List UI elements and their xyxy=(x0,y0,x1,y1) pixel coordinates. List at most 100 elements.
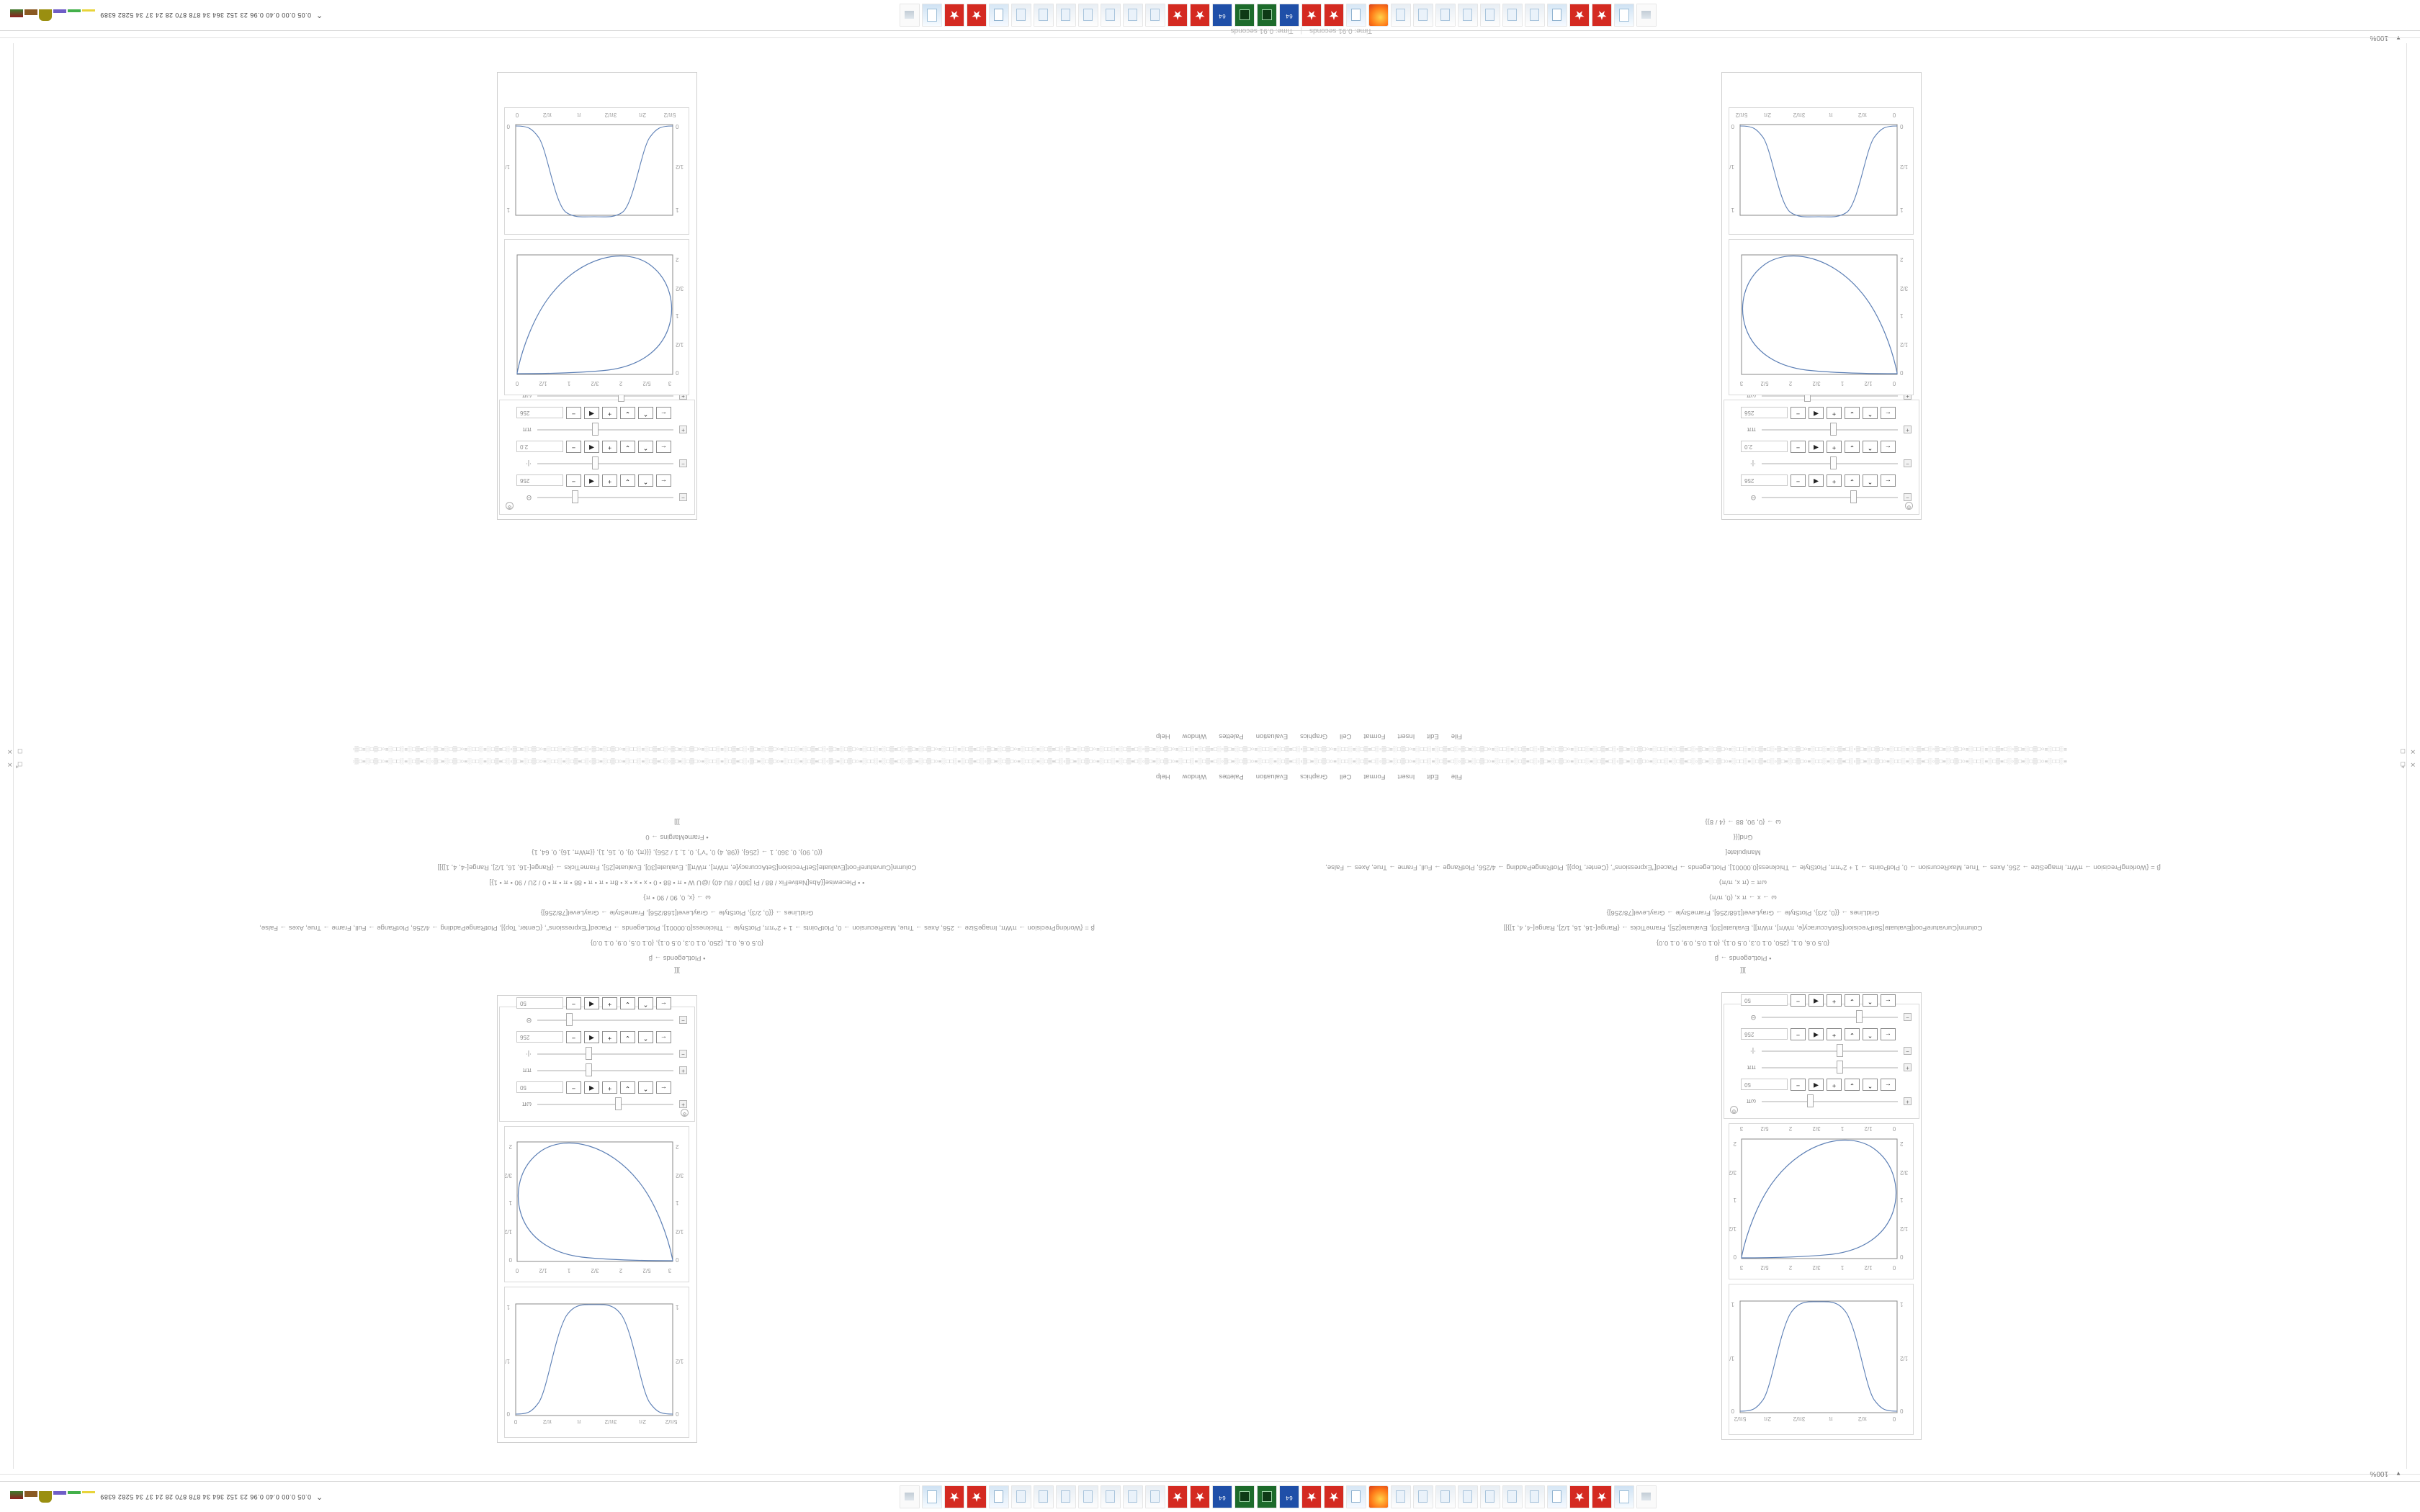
mathematica-icon[interactable] xyxy=(1301,4,1322,27)
value-field[interactable]: 256 xyxy=(1741,474,1788,487)
slider-row[interactable]: + ππ xyxy=(507,423,687,436)
slider-knob[interactable] xyxy=(585,1063,592,1076)
expand-plus-icon[interactable]: + xyxy=(679,1100,687,1109)
notebook-icon[interactable] xyxy=(1413,1485,1433,1508)
reset-button[interactable]: ← xyxy=(656,407,671,419)
reset-button[interactable]: ← xyxy=(1881,441,1896,453)
animator-button-row[interactable]: ← ⌃ ⌄ + ◀ −50 xyxy=(507,1081,671,1094)
value-field[interactable]: 256 xyxy=(516,474,563,487)
slider-track[interactable] xyxy=(1762,490,1898,503)
back-button[interactable]: ◀ xyxy=(584,441,599,453)
back-button[interactable]: ◀ xyxy=(1809,407,1824,419)
notebook-icon[interactable] xyxy=(1101,1485,1121,1508)
value-field[interactable]: 256 xyxy=(516,407,563,419)
reset-button[interactable]: ← xyxy=(1881,1079,1896,1091)
step-up-button[interactable]: ⌃ xyxy=(638,997,653,1009)
flag-icon[interactable] xyxy=(900,1485,920,1508)
step-up-button[interactable]: ⌃ xyxy=(638,1031,653,1043)
notebook-icon[interactable] xyxy=(1480,1485,1500,1508)
save-icon[interactable] xyxy=(1279,4,1299,27)
slider-track[interactable] xyxy=(537,1013,673,1026)
back-button[interactable]: ◀ xyxy=(1809,441,1824,453)
script-icon[interactable] xyxy=(922,4,942,27)
terminal-icon[interactable] xyxy=(1257,4,1277,27)
collapse-minus-icon[interactable]: − xyxy=(1904,1047,1912,1056)
slider-knob[interactable] xyxy=(571,490,578,503)
scroll-marker-right[interactable]: ◂ xyxy=(16,764,19,770)
slider-track[interactable] xyxy=(1762,1010,1898,1023)
notebook-icon[interactable] xyxy=(1413,4,1433,27)
notebook-icon[interactable] xyxy=(1034,1485,1054,1508)
notebook-window-bottom-left[interactable]: ⚙ − Θ ← ⌃ ⌄ + ◀ −256− ⋅|⋅ ← ⌃ ⌄ + ◀ −2.0 + ππ ← ⌃ ⌄ + ◀ −256 + ω… xyxy=(1721,72,1922,520)
back-button[interactable]: ◀ xyxy=(1809,474,1824,487)
mathematica-icon[interactable] xyxy=(1592,1485,1612,1508)
mathematica-icon[interactable] xyxy=(944,4,964,27)
step-down-button[interactable]: ⌄ xyxy=(1845,474,1860,487)
animator-button-row[interactable]: ← ⌃ ⌄ + ◀ −256 xyxy=(507,474,671,487)
play-button[interactable]: + xyxy=(1827,994,1842,1007)
play-button[interactable]: + xyxy=(602,407,617,419)
manipulate-controls-top-left[interactable]: ⚙ + ωπ ← ⌃ ⌄ + ◀ −50 + ππ − ⋅|⋅ ← ⌃ ⌄ + ◀ −256− Θ ← ⌃ ⌄ + ◀ −50 xyxy=(1724,994,1919,1119)
flag-icon[interactable] xyxy=(1636,1485,1657,1508)
notebook-icon[interactable] xyxy=(1078,4,1098,27)
step-down-button[interactable]: ⌄ xyxy=(620,407,635,419)
menu-item-palettes[interactable]: Palettes xyxy=(1219,773,1244,780)
step-up-button[interactable]: ⌃ xyxy=(638,441,653,453)
expand-plus-icon[interactable]: + xyxy=(1904,1097,1912,1106)
slider-row[interactable]: + ππ xyxy=(507,1063,687,1076)
pause-button[interactable]: − xyxy=(566,1081,581,1094)
firefox-icon[interactable] xyxy=(1368,1485,1389,1508)
mathematica-icon[interactable] xyxy=(1168,4,1188,27)
slider-knob[interactable] xyxy=(1837,1061,1844,1074)
slider-knob[interactable] xyxy=(615,1097,622,1110)
zoom-caret-icon-mirror[interactable]: ▼ xyxy=(2396,1470,2401,1477)
notebook-icon[interactable] xyxy=(1078,1485,1098,1508)
animator-button-row[interactable]: ← ⌃ ⌄ + ◀ −256 xyxy=(507,1031,671,1043)
pause-button[interactable]: − xyxy=(566,407,581,419)
notebook-icon[interactable] xyxy=(1458,1485,1478,1508)
mathematica-icon[interactable] xyxy=(1324,4,1344,27)
collapse-minus-icon[interactable]: − xyxy=(1904,459,1912,468)
taskbar[interactable]: ⌃ 0.05 0.00 0.40 0.96 23 152 364 34 878 … xyxy=(0,0,2420,31)
value-field[interactable]: 2.0 xyxy=(516,441,563,453)
mathematica-icon[interactable] xyxy=(1190,1485,1210,1508)
menu-item-insert[interactable]: Insert xyxy=(1397,773,1415,780)
manipulate-controls-bottom-left[interactable]: ⚙ − Θ ← ⌃ ⌄ + ◀ −256− ⋅|⋅ ← ⌃ ⌄ + ◀ −2.0 + ππ ← ⌃ ⌄ + ◀ −256 + ω… xyxy=(1724,389,1919,515)
slider-knob[interactable] xyxy=(1850,490,1857,503)
expand-plus-icon[interactable]: + xyxy=(679,426,687,434)
menu-item-graphics[interactable]: Graphics xyxy=(1300,732,1328,740)
collapse-minus-icon[interactable]: − xyxy=(679,493,687,502)
step-down-button[interactable]: ⌄ xyxy=(620,474,635,487)
back-button[interactable]: ◀ xyxy=(584,474,599,487)
play-button[interactable]: + xyxy=(602,474,617,487)
value-field[interactable]: 50 xyxy=(1741,994,1788,1007)
zoom-level[interactable]: 100% xyxy=(2370,34,2389,42)
collapse-minus-icon[interactable]: − xyxy=(1904,1013,1912,1022)
step-down-button[interactable]: ⌄ xyxy=(620,1081,635,1094)
window-controls-left-2[interactable]: ✕ ◻ xyxy=(2398,748,2416,755)
window-controls-right-2[interactable]: ◻ ✕ xyxy=(6,748,23,755)
expand-plus-icon[interactable]: + xyxy=(1904,426,1912,434)
animator-button-row[interactable]: ← ⌃ ⌄ + ◀ −256 xyxy=(1731,474,1896,487)
menu-item-file[interactable]: File xyxy=(1451,773,1462,780)
menubar-right[interactable]: File Edit Insert Format Cell Graphics Evaluati… xyxy=(1156,732,1462,740)
system-tray[interactable]: ⌃ 0.05 0.00 0.40 0.96 23 152 364 34 878 … xyxy=(0,9,323,21)
slider-knob[interactable] xyxy=(1806,1094,1814,1107)
notebook-icon[interactable] xyxy=(1123,4,1143,27)
mathematica-icon[interactable] xyxy=(944,1485,964,1508)
script-icon[interactable] xyxy=(1614,1485,1634,1508)
slider-track[interactable] xyxy=(1762,423,1898,436)
play-button[interactable]: + xyxy=(602,1081,617,1094)
slider-row[interactable]: + ππ xyxy=(1731,1061,1912,1074)
firefox-icon[interactable] xyxy=(1368,4,1389,27)
step-up-button[interactable]: ⌃ xyxy=(1863,1028,1878,1040)
mathematica-icon[interactable] xyxy=(1592,4,1612,27)
step-up-button[interactable]: ⌃ xyxy=(638,407,653,419)
calculator-icon[interactable] xyxy=(1346,4,1366,27)
animator-button-row[interactable]: ← ⌃ ⌄ + ◀ −256 xyxy=(1731,1028,1896,1040)
value-field[interactable]: 50 xyxy=(516,1081,563,1094)
notebook-icon[interactable] xyxy=(1056,1485,1076,1508)
menu-item-format[interactable]: Format xyxy=(1363,773,1386,780)
terminal-icon[interactable] xyxy=(1257,1485,1277,1508)
menu-item-cell[interactable]: Cell xyxy=(1340,773,1352,780)
